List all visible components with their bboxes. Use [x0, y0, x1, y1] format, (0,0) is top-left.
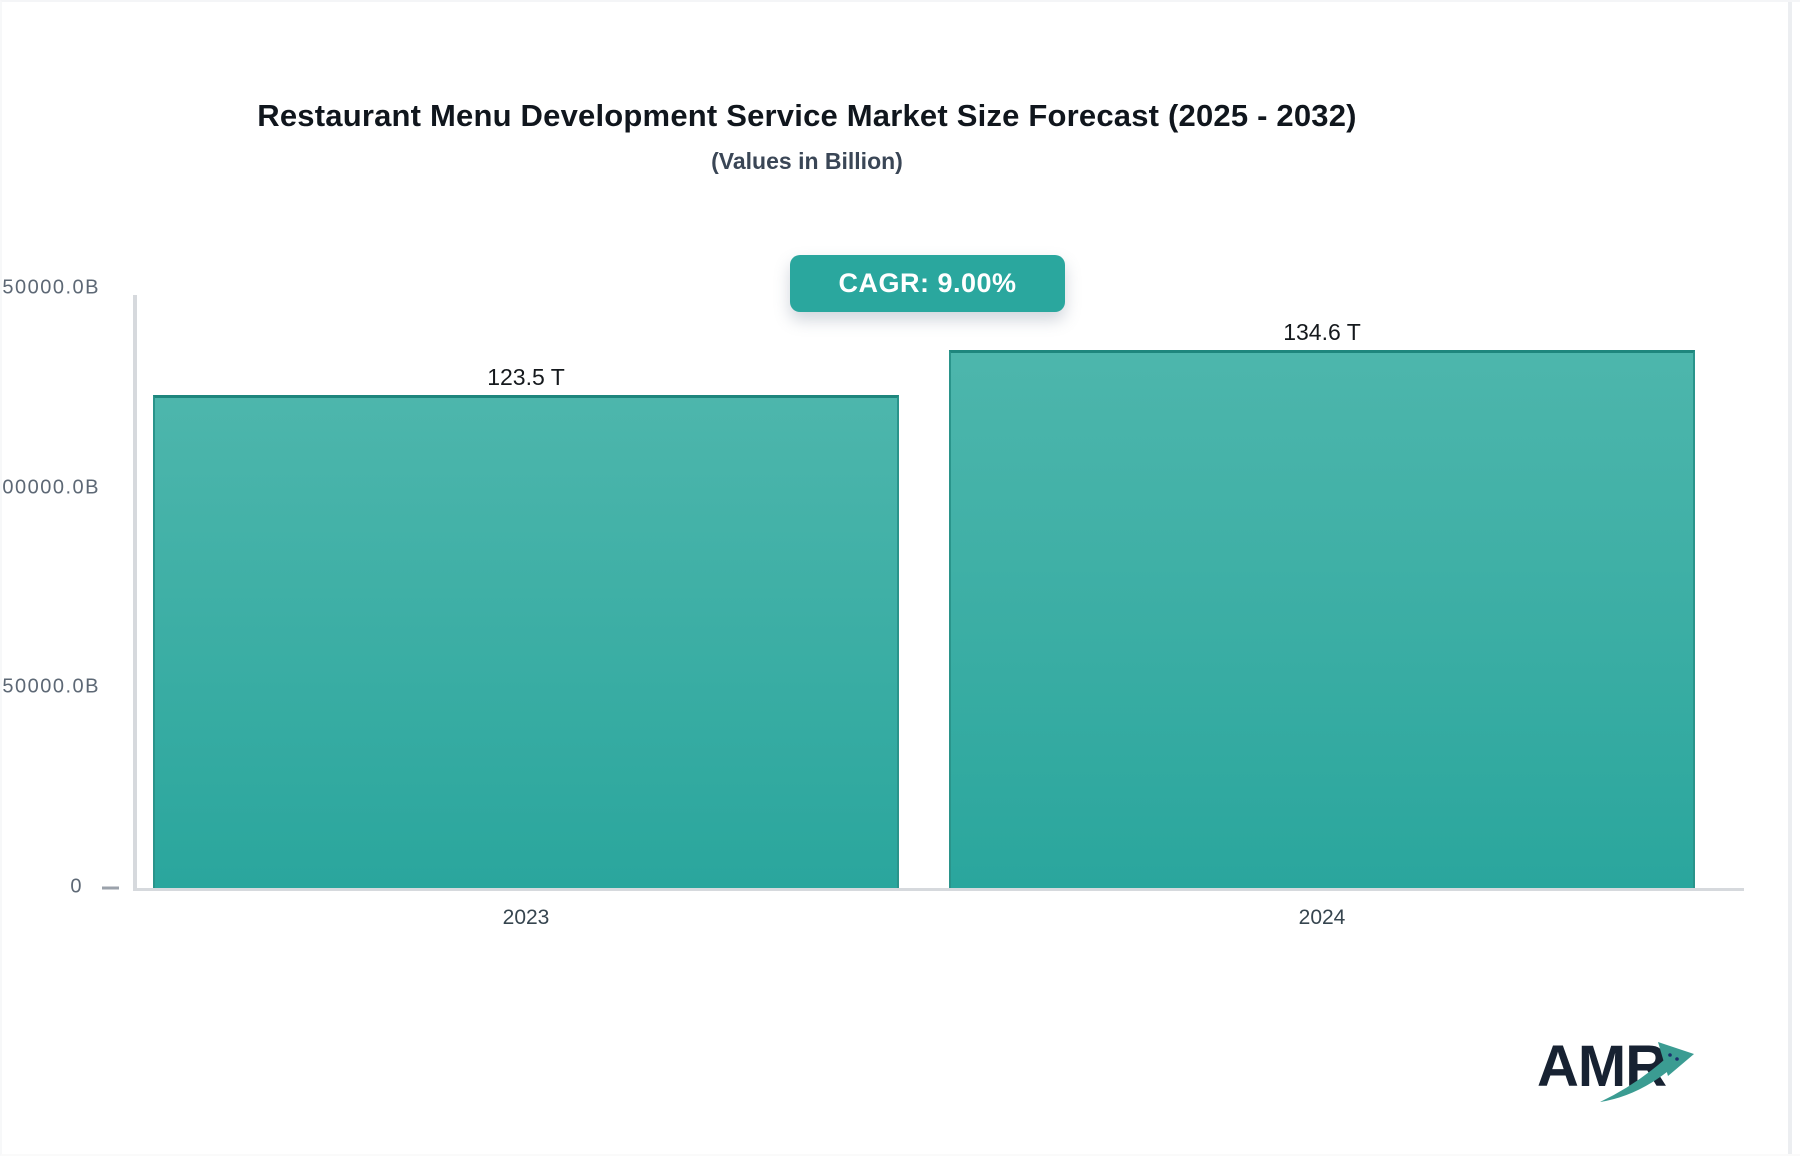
x-tick-label-2024: 2024	[1298, 906, 1346, 929]
bar-2024[interactable]	[949, 350, 1695, 888]
y-tick-label: 100000.0B	[0, 476, 100, 499]
cagr-badge-label: CAGR: 9.00%	[838, 268, 1017, 298]
y-tick-label: 0	[70, 875, 83, 898]
bar-value-label: 134.6 T	[1283, 319, 1361, 345]
y-tick-label: 50000.0B	[2, 675, 100, 698]
x-axis-line	[133, 888, 1744, 891]
y-tick-mark	[102, 886, 119, 890]
y-tick-label: 150000.0B	[0, 276, 100, 299]
amr-logo: AMR	[1537, 1038, 1777, 1128]
y-axis-line	[133, 295, 137, 891]
x-tick-label-2023: 2023	[502, 906, 550, 929]
growth-arrow-icon	[1600, 1042, 1694, 1102]
chart-title: Restaurant Menu Development Service Mark…	[257, 98, 1357, 133]
cagr-badge: CAGR: 9.00%	[790, 255, 1065, 312]
chart-subtitle: (Values in Billion)	[711, 148, 903, 174]
window-edge	[1788, 2, 1792, 1154]
bar-2023[interactable]	[153, 395, 899, 888]
bar-value-label: 123.5 T	[487, 364, 565, 390]
